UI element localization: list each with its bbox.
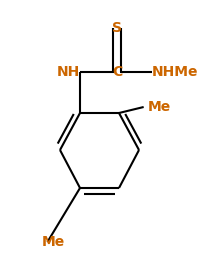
- Text: Me: Me: [148, 100, 171, 114]
- Text: Me: Me: [42, 235, 65, 249]
- Text: C: C: [112, 65, 122, 79]
- Text: NHMe: NHMe: [152, 65, 199, 79]
- Text: S: S: [112, 21, 122, 35]
- Text: NH: NH: [57, 65, 80, 79]
